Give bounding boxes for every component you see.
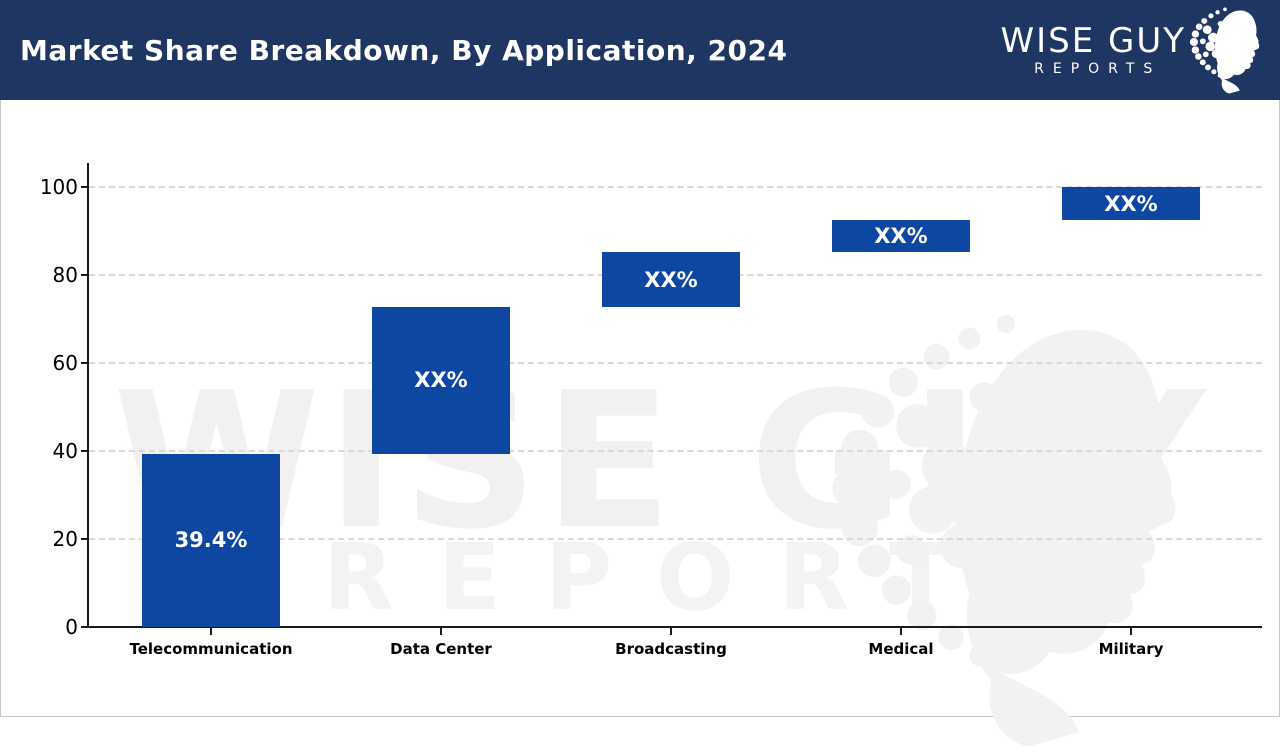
logo-face-icon xyxy=(1189,7,1260,94)
watermark-face-icon xyxy=(832,314,1176,747)
page-title: Market Share Breakdown, By Application, … xyxy=(20,33,788,67)
chart-card: WISE GUY REPORTS xyxy=(0,100,1280,747)
wise-guy-logo: WISE GUY REPORTS xyxy=(1000,5,1262,95)
header-bar: Market Share Breakdown, By Application, … xyxy=(0,0,1280,100)
logo-text: WISE GUY REPORTS xyxy=(1000,24,1186,77)
watermark-subtitle: REPORTS xyxy=(323,524,1107,631)
logo-subtitle: REPORTS xyxy=(1034,60,1162,77)
logo-wordmark: WISE GUY xyxy=(1000,20,1186,61)
